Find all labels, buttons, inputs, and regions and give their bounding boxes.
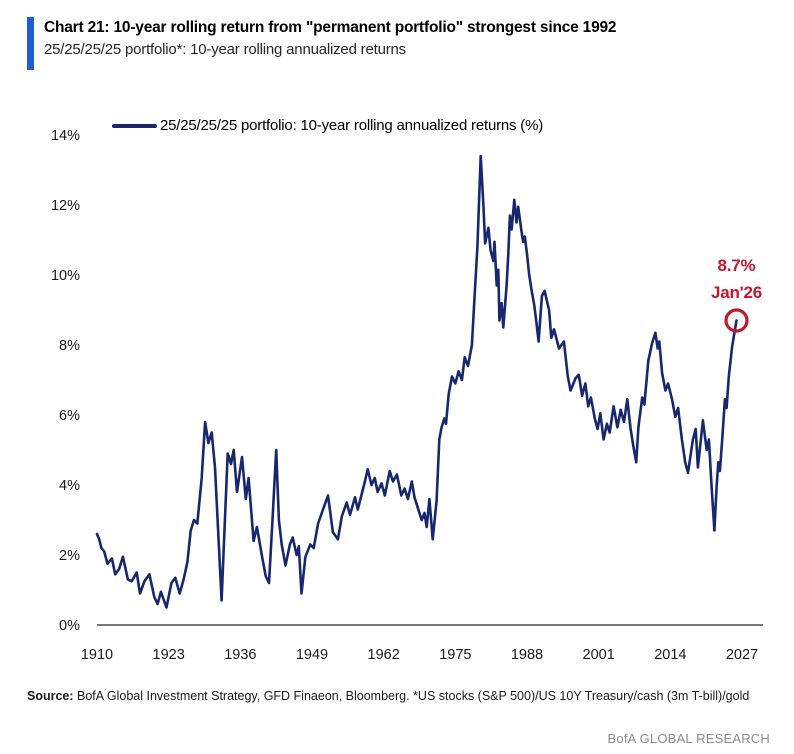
x-tick-label: 2027 [726, 647, 758, 663]
x-tick-label: 1988 [511, 647, 543, 663]
y-tick-label: 10% [51, 268, 80, 284]
y-tick-label: 2% [59, 548, 80, 564]
y-tick-label: 12% [51, 198, 80, 214]
x-tick-label: 1923 [153, 647, 185, 663]
annotation-date-label: Jan'26 [710, 282, 762, 302]
annotation-value-label: 8.7% [717, 255, 756, 275]
x-tick-label: 1936 [224, 647, 256, 663]
y-tick-label: 4% [59, 478, 80, 494]
y-tick-label: 8% [59, 338, 80, 354]
title-block: Chart 21: 10-year rolling return from "p… [44, 17, 617, 70]
series-line [95, 154, 738, 609]
chart-title: Chart 21: 10-year rolling return from "p… [44, 19, 617, 36]
legend: 25/25/25/25 portfolio: 10-year rolling a… [112, 117, 543, 134]
chart-subtitle: 25/25/25/25 portfolio*: 10-year rolling … [44, 41, 406, 59]
x-tick-label: 1910 [81, 647, 113, 663]
y-tick-label: 6% [59, 408, 80, 424]
y-tick-label: 14% [51, 128, 80, 144]
legend-line-swatch [112, 123, 157, 128]
legend-label: 25/25/25/25 portfolio: 10-year rolling a… [160, 117, 544, 134]
chart-header: Chart 21: 10-year rolling return from "p… [27, 17, 617, 70]
y-tick-label: 0% [59, 618, 80, 634]
x-tick-label: 1962 [368, 647, 400, 663]
endpoint-marker-circle [724, 308, 749, 333]
x-tick-label: 2014 [654, 647, 686, 663]
source-text: BofA Global Investment Strategy, GFD Fin… [73, 689, 750, 703]
brand-mark: BofA GLOBAL RESEARCH [607, 731, 770, 746]
source-note: Source: BofA Global Investment Strategy,… [27, 687, 765, 706]
x-tick-label: 1949 [296, 647, 328, 663]
x-tick-label: 2001 [583, 647, 615, 663]
x-tick-label: 1975 [439, 647, 471, 663]
source-label: Source: [27, 689, 74, 703]
title-accent-bar [27, 17, 34, 70]
